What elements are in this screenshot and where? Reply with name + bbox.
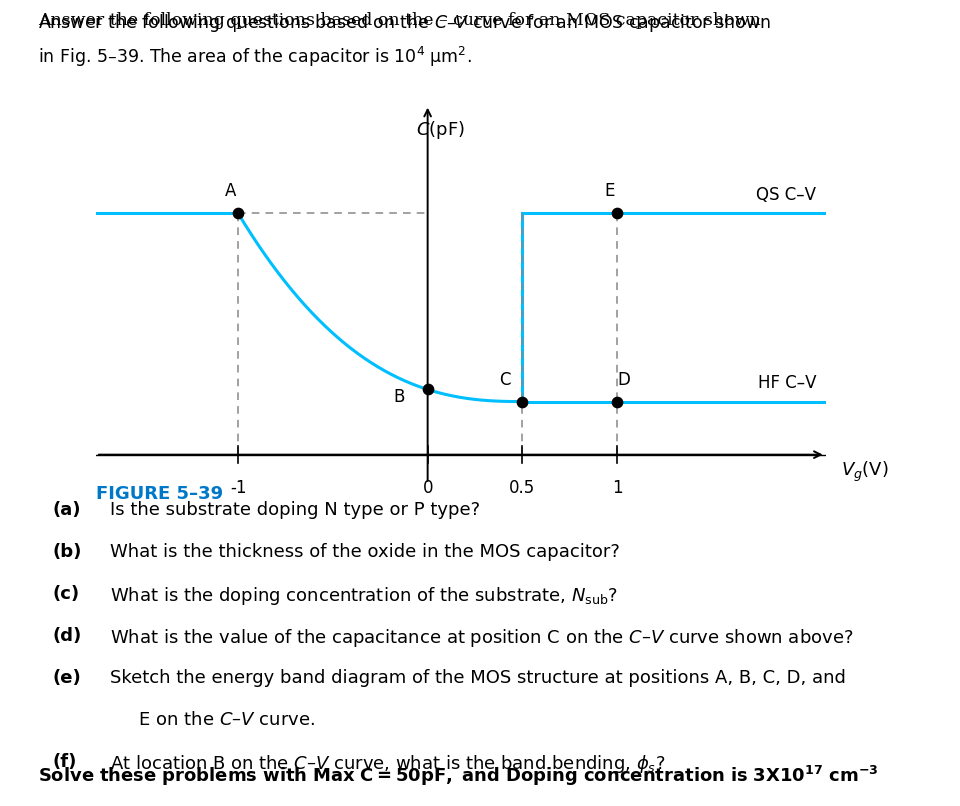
Text: C: C <box>499 371 511 388</box>
Text: Sketch the energy band diagram of the MOS structure at positions A, B, C, D, and: Sketch the energy band diagram of the MO… <box>110 669 847 687</box>
Text: At location B on the $C$–$V$ curve, what is the band bending, $\phi_s$?: At location B on the $C$–$V$ curve, what… <box>110 753 665 775</box>
Text: What is the doping concentration of the substrate, $N_{\mathrm{sub}}$?: What is the doping concentration of the … <box>110 585 618 607</box>
Text: $\mathbf{Solve\ these\ problems\ with\ Max\ C = 50pF,\ and\ Doping\ concentratio: $\mathbf{Solve\ these\ problems\ with\ M… <box>38 764 878 788</box>
Text: (c): (c) <box>53 585 80 603</box>
Text: A: A <box>225 182 236 201</box>
Text: What is the thickness of the oxide in the MOS capacitor?: What is the thickness of the oxide in th… <box>110 543 620 561</box>
Text: (b): (b) <box>53 543 83 561</box>
Text: (d): (d) <box>53 627 82 645</box>
Text: $C$(pF): $C$(pF) <box>417 118 466 141</box>
Point <box>610 395 625 408</box>
Text: 0.5: 0.5 <box>509 479 536 496</box>
Text: Answer the following questions based on the $C$–$V$ curve for an MOS capacitor s: Answer the following questions based on … <box>38 12 772 69</box>
Point <box>515 395 530 408</box>
Text: B: B <box>394 388 405 405</box>
Text: E on the $C$–$V$ curve.: E on the $C$–$V$ curve. <box>110 711 315 729</box>
Text: $V_g$(V): $V_g$(V) <box>841 459 888 484</box>
Point <box>610 207 625 220</box>
Text: QS C–V: QS C–V <box>756 185 816 204</box>
Text: Answer the following questions based on the – curve for an MOS capacitor shown: Answer the following questions based on … <box>38 12 761 29</box>
Text: HF C–V: HF C–V <box>757 374 816 392</box>
Text: (e): (e) <box>53 669 82 687</box>
Text: Is the substrate doping N type or P type?: Is the substrate doping N type or P type… <box>110 501 481 519</box>
Text: -1: -1 <box>229 479 247 496</box>
Text: (a): (a) <box>53 501 82 519</box>
Text: 1: 1 <box>612 479 622 496</box>
Text: 0: 0 <box>422 479 433 496</box>
Text: FIGURE 5–39: FIGURE 5–39 <box>96 485 223 503</box>
Point <box>420 383 435 396</box>
Text: D: D <box>617 371 630 388</box>
Text: (f): (f) <box>53 753 77 771</box>
Text: What is the value of the capacitance at position C on the $C$–$V$ curve shown ab: What is the value of the capacitance at … <box>110 627 853 649</box>
Point <box>230 207 246 220</box>
Text: E: E <box>605 182 614 201</box>
